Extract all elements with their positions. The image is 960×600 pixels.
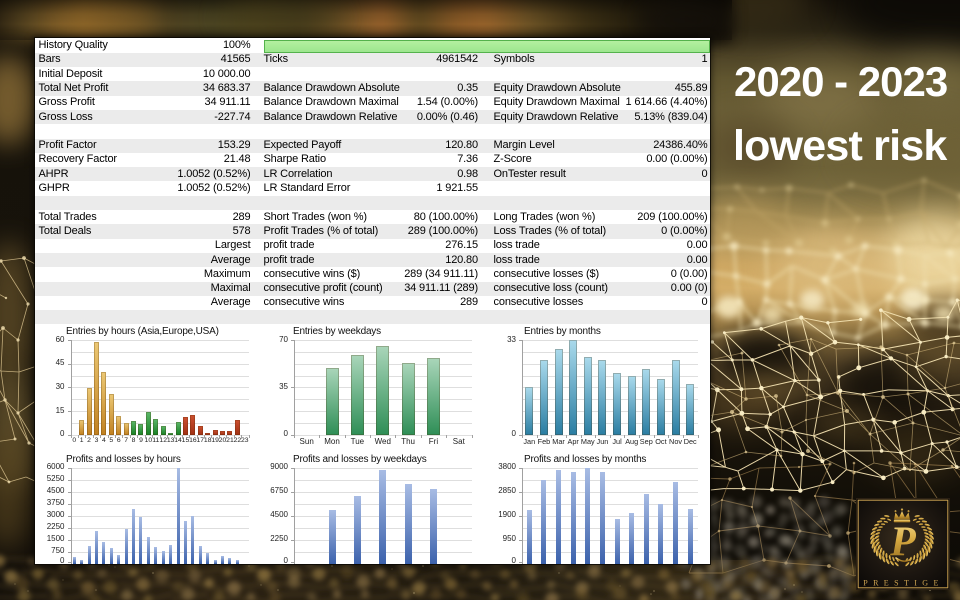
svg-text:P: P (889, 520, 916, 566)
svg-text:PRESTIGE: PRESTIGE (863, 579, 944, 588)
